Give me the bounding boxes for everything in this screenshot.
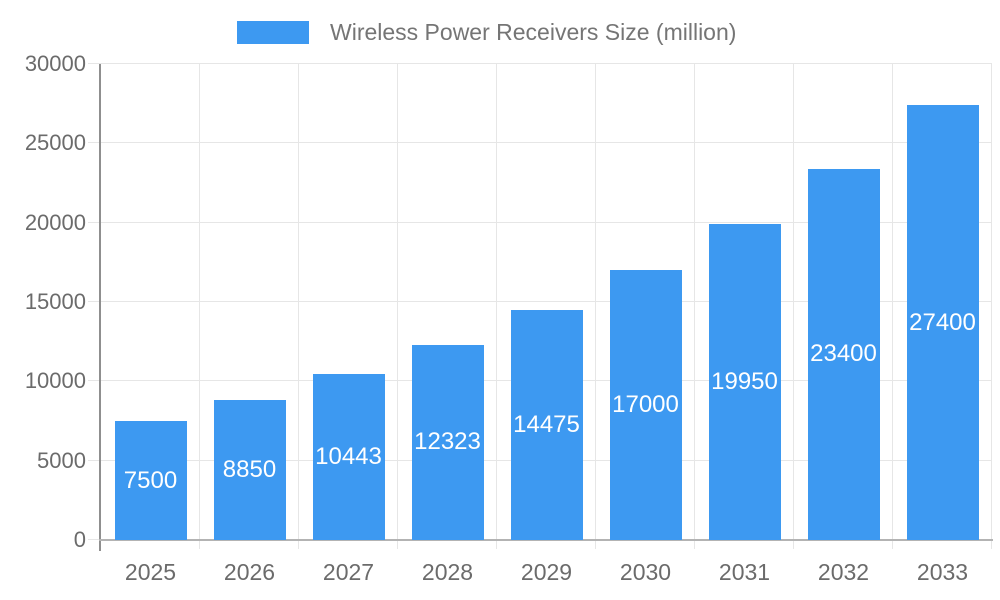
y-axis-tick xyxy=(88,301,101,302)
bar[interactable] xyxy=(114,421,187,540)
legend-color-swatch xyxy=(237,21,309,44)
legend-label: Wireless Power Receivers Size (million) xyxy=(330,19,737,45)
bar[interactable] xyxy=(906,105,979,540)
x-tick-label: 2032 xyxy=(817,559,870,585)
gridline-vertical xyxy=(991,64,992,540)
gridline-vertical xyxy=(199,64,200,540)
bar[interactable] xyxy=(213,399,286,540)
gridline-vertical xyxy=(298,64,299,540)
x-axis-tick xyxy=(397,541,398,549)
gridline-horizontal xyxy=(101,142,992,143)
bar[interactable] xyxy=(708,223,781,540)
y-tick-label: 25000 xyxy=(24,130,86,155)
x-tick-label: 2025 xyxy=(124,559,177,585)
x-axis-tick xyxy=(298,541,299,549)
bar[interactable] xyxy=(510,310,583,540)
x-axis-tick xyxy=(991,541,992,549)
gridline-vertical xyxy=(793,64,794,540)
gridline-vertical xyxy=(892,64,893,540)
y-axis-tick xyxy=(88,539,101,540)
y-axis-line xyxy=(99,64,101,551)
x-axis-tick xyxy=(793,541,794,549)
bar[interactable] xyxy=(411,344,484,540)
x-tick-label: 2033 xyxy=(916,559,969,585)
x-tick-label: 2031 xyxy=(718,559,771,585)
y-tick-label: 0 xyxy=(73,527,86,552)
x-tick-label: 2028 xyxy=(421,559,474,585)
x-tick-label: 2027 xyxy=(322,559,375,585)
gridline-vertical xyxy=(694,64,695,540)
y-axis-tick xyxy=(88,222,101,223)
x-axis-tick xyxy=(694,541,695,549)
y-axis-tick xyxy=(88,380,101,381)
gridline-vertical xyxy=(496,64,497,540)
y-axis-tick xyxy=(88,63,101,64)
y-tick-label: 20000 xyxy=(24,210,86,235)
gridline-vertical xyxy=(397,64,398,540)
x-axis-tick xyxy=(892,541,893,549)
y-tick-label: 10000 xyxy=(24,368,86,393)
x-tick-label: 2026 xyxy=(223,559,276,585)
x-axis-tick xyxy=(199,541,200,549)
legend-item[interactable]: Wireless Power Receivers Size (million) xyxy=(237,19,737,45)
bar[interactable] xyxy=(312,374,385,540)
x-tick-label: 2030 xyxy=(619,559,672,585)
y-axis-tick xyxy=(88,460,101,461)
gridline-horizontal xyxy=(101,63,992,64)
x-axis-tick xyxy=(496,541,497,549)
bar[interactable] xyxy=(609,270,682,540)
gridline-vertical xyxy=(595,64,596,540)
x-tick-label: 2029 xyxy=(520,559,573,585)
y-tick-label: 15000 xyxy=(24,289,86,314)
y-tick-label: 5000 xyxy=(37,448,86,473)
x-axis-tick xyxy=(595,541,596,549)
y-axis-tick xyxy=(88,142,101,143)
bar[interactable] xyxy=(807,168,880,540)
y-tick-label: 30000 xyxy=(24,51,86,76)
